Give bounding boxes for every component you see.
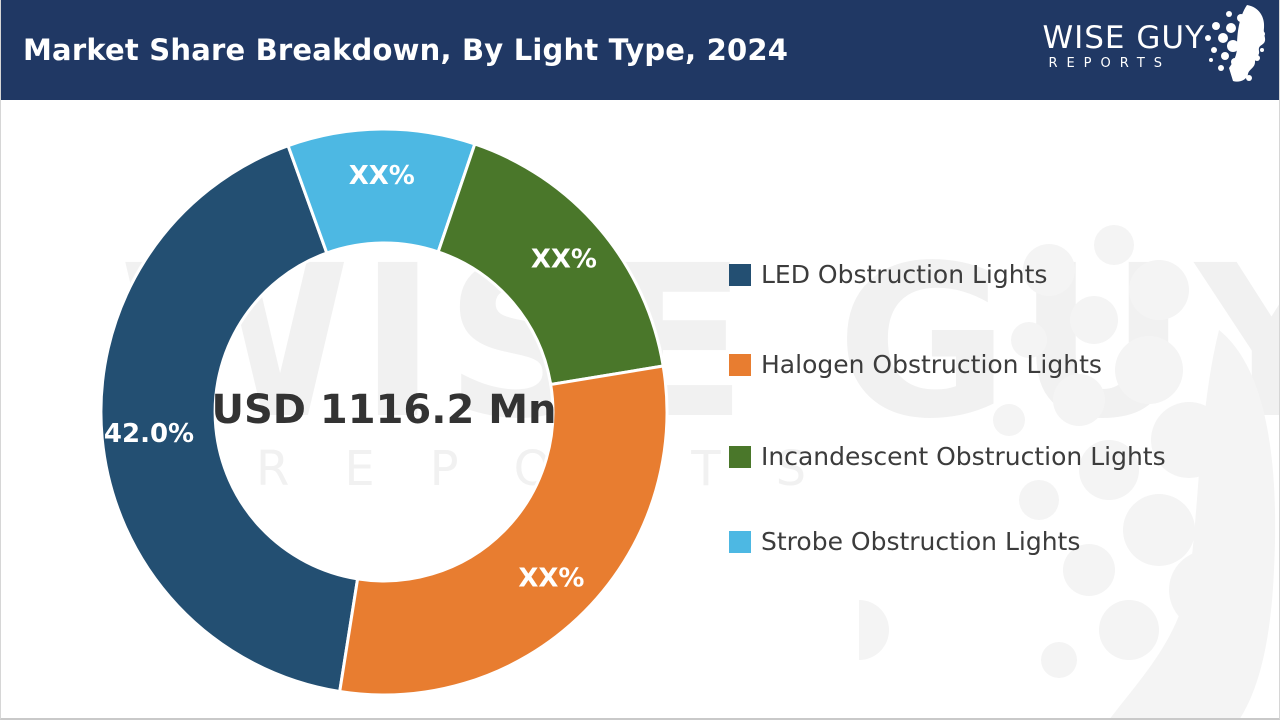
logo-face-icon bbox=[1205, 5, 1266, 82]
legend-swatch bbox=[729, 446, 751, 468]
watermark-face-icon bbox=[859, 225, 1276, 718]
logo-wordmark: WISE GUY bbox=[1042, 19, 1205, 56]
legend-label: Incandescent Obstruction Lights bbox=[761, 442, 1166, 471]
donut-chart: 42.0% XX% XX% XX% bbox=[99, 127, 669, 697]
chart-area: WISE GUY REPORTS 42.0%XX%XX%XX% USD 1116… bbox=[1, 100, 1279, 718]
legend-swatch bbox=[729, 531, 751, 553]
donut-segment bbox=[338, 364, 669, 697]
logo-text: WISE GUY REPORTS bbox=[1042, 21, 1205, 71]
donut-segment bbox=[436, 142, 665, 386]
legend-item: Strobe Obstruction Lights bbox=[729, 527, 1080, 557]
wise-guy-logo: WISE GUY REPORTS bbox=[1042, 4, 1267, 88]
segment-percent-label: XX% bbox=[518, 563, 584, 593]
watermark-subtitle: REPORTS bbox=[256, 445, 861, 493]
page-title: Market Share Breakdown, By Light Type, 2… bbox=[23, 33, 789, 67]
legend-item: LED Obstruction Lights bbox=[729, 260, 1047, 290]
segment-percent-label: XX% bbox=[531, 244, 597, 274]
legend-swatch bbox=[729, 264, 751, 286]
logo-subtitle: REPORTS bbox=[1048, 56, 1172, 72]
legend-item: Halogen Obstruction Lights bbox=[729, 350, 1102, 380]
header-bar: Market Share Breakdown, By Light Type, 2… bbox=[1, 0, 1279, 100]
legend-label: Halogen Obstruction Lights bbox=[761, 350, 1102, 379]
legend-swatch bbox=[729, 354, 751, 376]
donut-segment bbox=[99, 144, 360, 693]
legend-label: LED Obstruction Lights bbox=[761, 260, 1048, 289]
donut-center-value: USD 1116.2 Mn bbox=[211, 387, 557, 433]
legend-item: Incandescent Obstruction Lights bbox=[729, 442, 1166, 472]
segment-percent-label: XX% bbox=[349, 161, 415, 191]
legend-label: Strobe Obstruction Lights bbox=[761, 527, 1081, 556]
segment-percent-label: 42.0% bbox=[104, 419, 194, 449]
